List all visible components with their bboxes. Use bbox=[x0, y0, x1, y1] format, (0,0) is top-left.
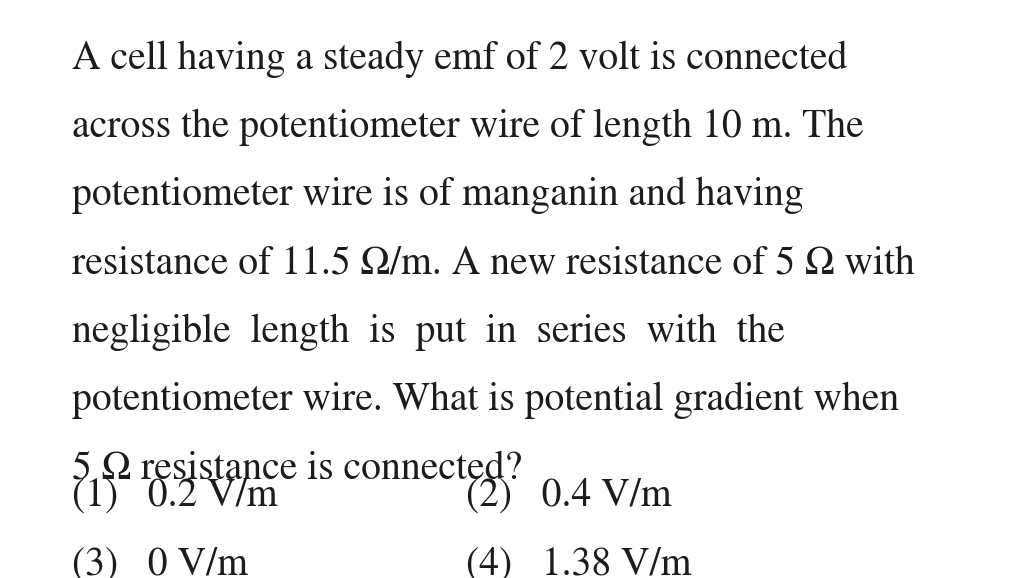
Text: across the potentiometer wire of length 10 m. The: across the potentiometer wire of length … bbox=[72, 109, 863, 146]
Text: resistance of 11.5 Ω/m. A new resistance of 5 Ω with: resistance of 11.5 Ω/m. A new resistance… bbox=[72, 245, 914, 283]
Text: (1)   0.2 V/m: (1) 0.2 V/m bbox=[72, 477, 278, 514]
Text: potentiometer wire is of manganin and having: potentiometer wire is of manganin and ha… bbox=[72, 177, 804, 214]
Text: A cell having a steady emf of 2 volt is connected: A cell having a steady emf of 2 volt is … bbox=[72, 40, 847, 78]
Text: (3)   0 V/m: (3) 0 V/m bbox=[72, 546, 248, 578]
Text: (4)   1.38 V/m: (4) 1.38 V/m bbox=[466, 546, 691, 578]
Text: negligible  length  is  put  in  series  with  the: negligible length is put in series with … bbox=[72, 313, 784, 351]
Text: (2)   0.4 V/m: (2) 0.4 V/m bbox=[466, 477, 672, 514]
Text: potentiometer wire. What is potential gradient when: potentiometer wire. What is potential gr… bbox=[72, 381, 899, 419]
Text: 5 Ω resistance is connected?: 5 Ω resistance is connected? bbox=[72, 450, 522, 487]
